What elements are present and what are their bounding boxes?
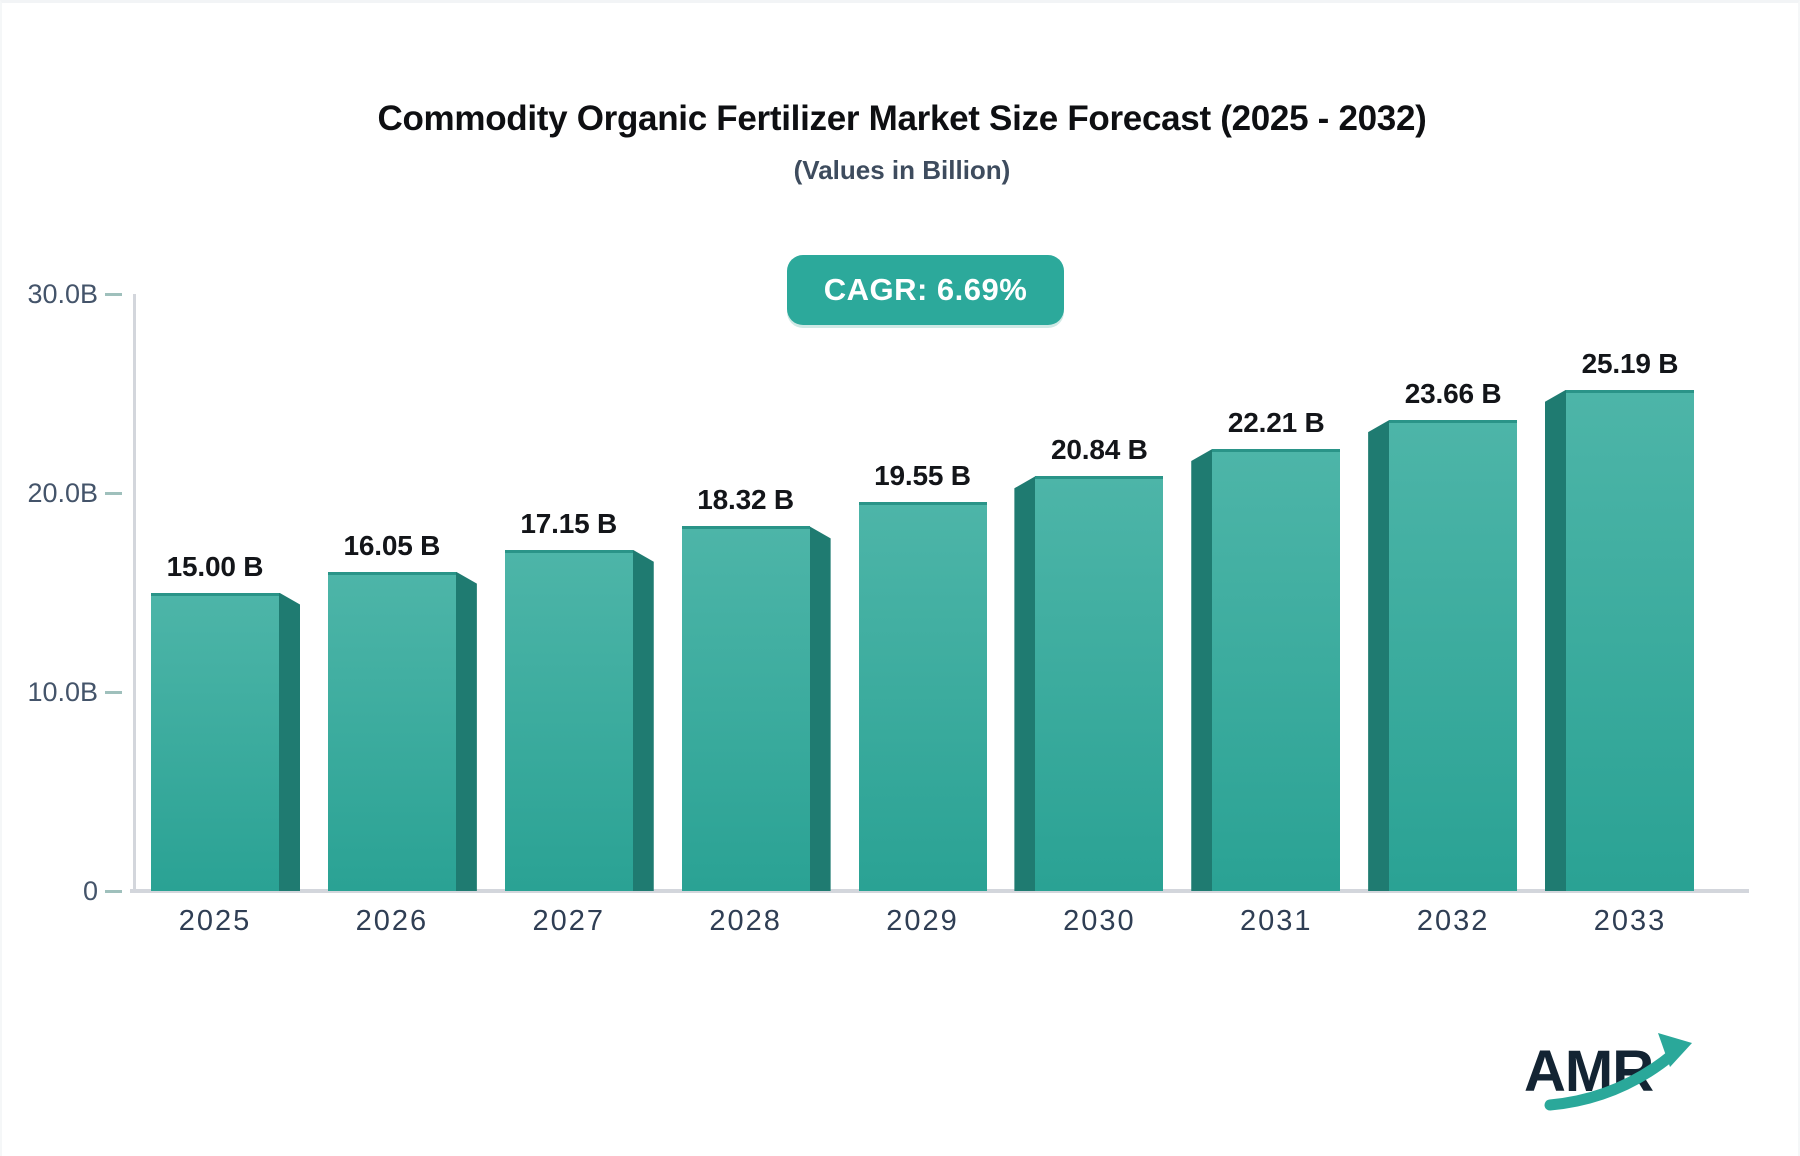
x-axis-category-label: 2025 (178, 905, 252, 937)
bar-value-label: 22.21 B (1227, 407, 1325, 439)
bar-2025 (151, 592, 279, 891)
y-axis-tick-label: 10.0B (27, 677, 98, 707)
y-axis-tick-label: 20.0B (27, 478, 98, 508)
x-axis-category-label: 2028 (709, 905, 782, 937)
x-axis-category-label: 2027 (532, 905, 605, 937)
bar-2032 (1389, 420, 1518, 891)
bar-2029 (858, 501, 987, 891)
chart-title: Commodity Organic Fertilizer Market Size… (377, 99, 1427, 138)
growth-arrow-icon (1544, 1033, 1692, 1111)
bar-side-shadow (279, 592, 300, 891)
bar-2030 (1035, 476, 1164, 891)
y-axis-tick-label: 0 (82, 876, 98, 906)
bar-2033 (1566, 389, 1694, 891)
bar-side-shadow (455, 571, 477, 891)
bar-2028 (681, 526, 810, 891)
x-axis-category-label: 2033 (1593, 905, 1667, 937)
bar-value-label: 15.00 B (166, 550, 264, 582)
y-axis-tick-mark (105, 889, 122, 893)
y-axis-tick-label: 30.0B (27, 279, 98, 309)
y-axis-tick-mark (105, 491, 122, 495)
y-axis-line (133, 294, 136, 893)
bar-side-shadow (1545, 389, 1566, 891)
brand-logo: AMR (1522, 1033, 1732, 1123)
bar-side-shadow (809, 526, 831, 891)
bar-side-shadow (632, 549, 654, 891)
x-axis-category-label: 2029 (886, 905, 959, 937)
bar-side-shadow (1014, 476, 1036, 891)
cagr-badge-label: CAGR: 6.69% (823, 272, 1028, 307)
x-axis-category-label: 2026 (355, 905, 429, 937)
bar-value-label: 18.32 B (697, 484, 794, 516)
cagr-badge: CAGR: 6.69% (787, 255, 1064, 325)
x-axis-category-label: 2032 (1416, 905, 1490, 937)
bar-value-label: 23.66 B (1404, 378, 1502, 410)
bar-value-label: 16.05 B (343, 529, 441, 561)
bar-value-label: 20.84 B (1051, 434, 1148, 466)
bar-value-label: 25.19 B (1581, 347, 1679, 379)
bar-2027 (504, 549, 633, 891)
y-axis-tick-mark (105, 690, 122, 694)
x-axis-category-label: 2031 (1239, 905, 1313, 937)
bar-2031 (1212, 449, 1341, 891)
bar-2026 (327, 571, 456, 891)
y-axis-tick-mark (105, 292, 122, 296)
chart-subtitle: (Values in Billion) (793, 155, 1011, 185)
x-axis-category-label: 2030 (1063, 905, 1136, 937)
bar-side-shadow (1191, 449, 1213, 891)
x-axis-line (130, 889, 1749, 893)
bar-value-label: 19.55 B (874, 459, 971, 491)
bar-side-shadow (1368, 420, 1390, 891)
bar-value-label: 17.15 B (520, 507, 618, 539)
